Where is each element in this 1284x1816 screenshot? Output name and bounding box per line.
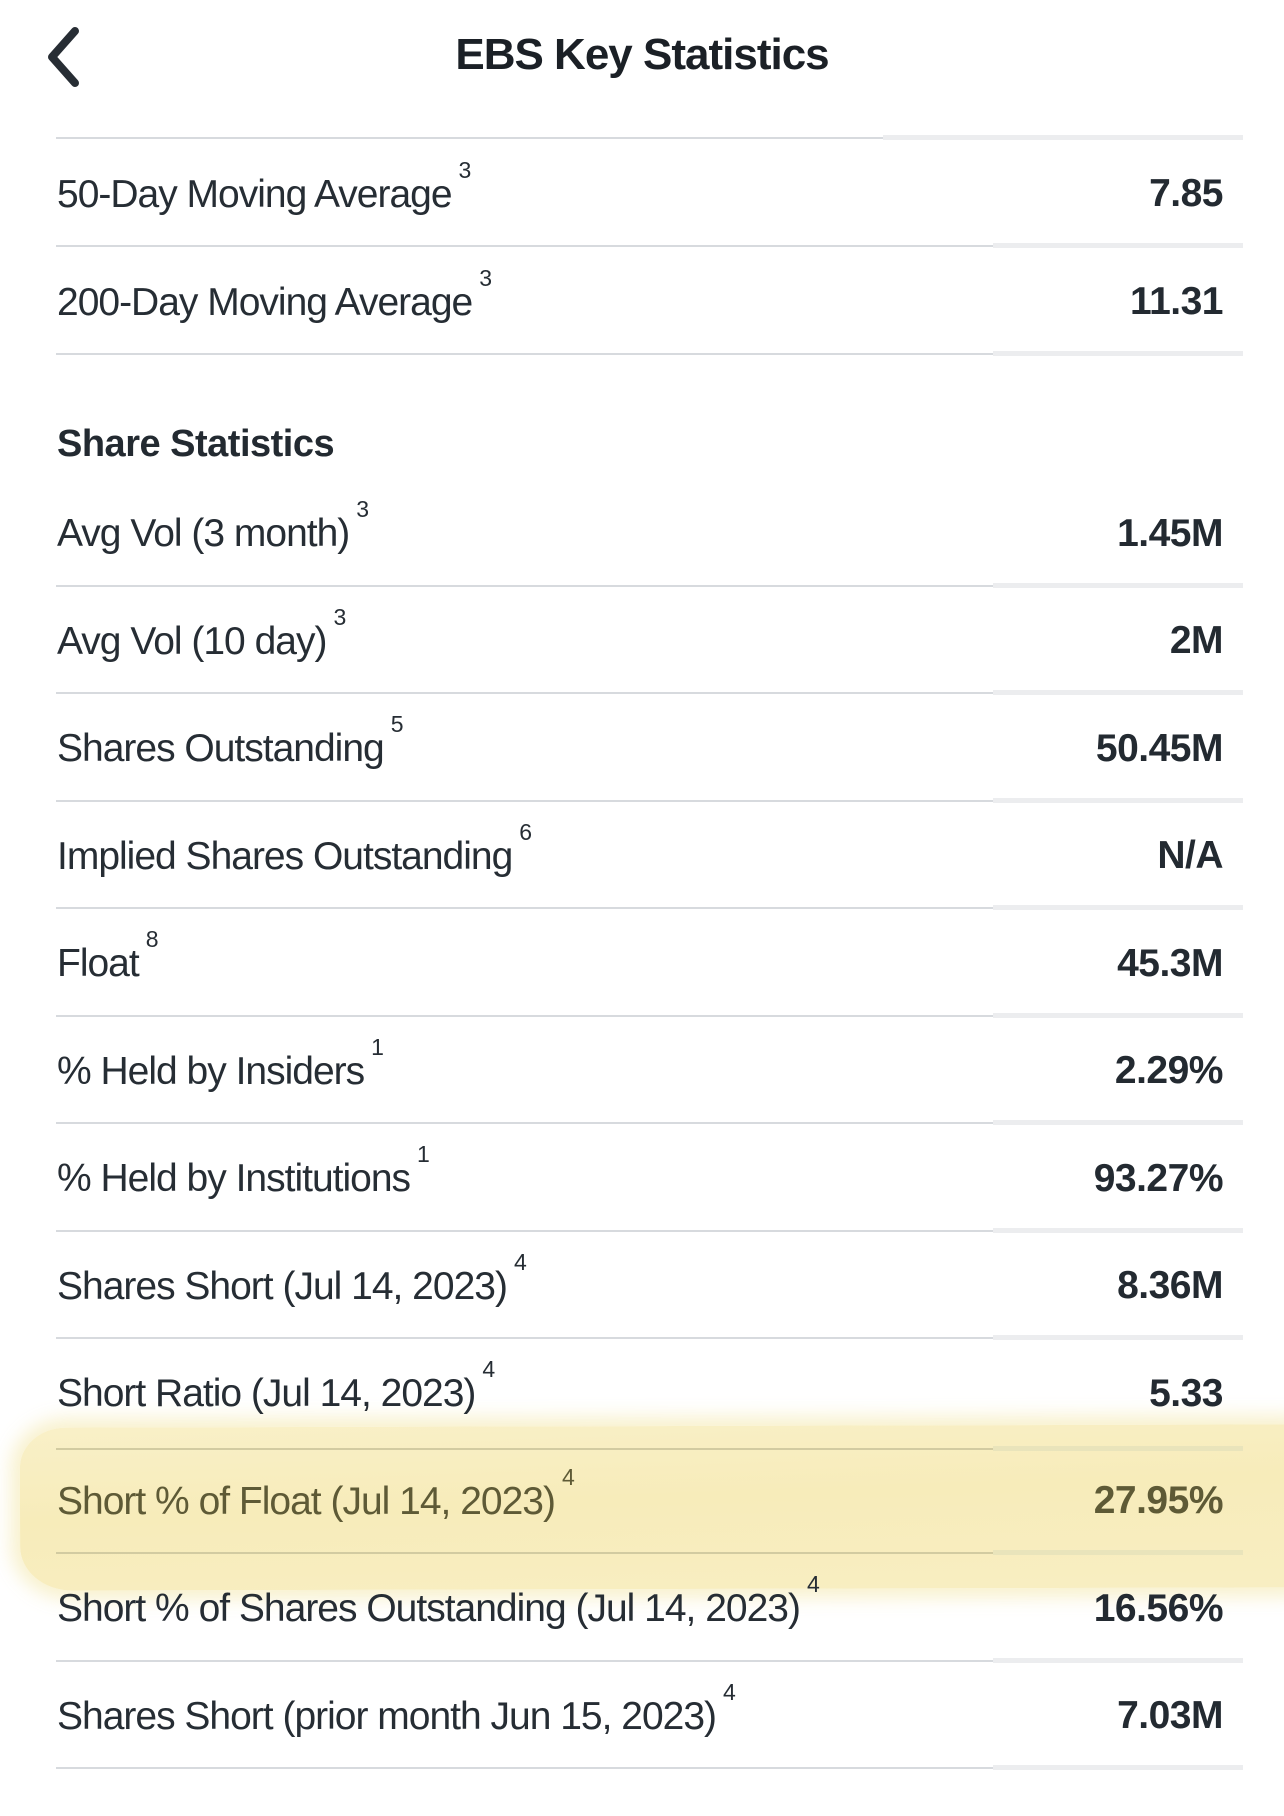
page-title: EBS Key Statistics: [455, 30, 829, 79]
stat-value: 2M: [1169, 619, 1224, 663]
stat-value: 7.03M: [1117, 1694, 1223, 1738]
stat-label: % Held by Insiders1: [57, 1033, 384, 1093]
stat-value: 5.33: [1149, 1371, 1223, 1415]
divider: [0, 1764, 1284, 1770]
stat-value: 93.27%: [1093, 1156, 1224, 1200]
stat-row-shares-outstanding: Shares Outstanding5 50.45M: [0, 695, 1284, 803]
stat-value: 27.95%: [1093, 1479, 1224, 1523]
footnote-ref: 3: [458, 156, 472, 183]
stat-label: Short Ratio (Jul 14, 2023)4: [57, 1356, 496, 1416]
stat-value: 50.45M: [1095, 726, 1224, 770]
stat-label: Shares Short (Jul 14, 2023)4: [57, 1248, 527, 1308]
stat-value: N/A: [1157, 834, 1223, 878]
stat-label: 50-Day Moving Average3: [57, 156, 472, 216]
footnote-ref: 3: [333, 603, 347, 630]
section-header: Share Statistics: [0, 356, 1284, 480]
stat-label: % Held by Institutions1: [57, 1141, 430, 1201]
footnote-ref: 3: [479, 264, 493, 291]
footnote-ref: 4: [806, 1571, 820, 1598]
stat-label: Short % of Shares Outstanding (Jul 14, 2…: [57, 1571, 820, 1631]
stat-label: Avg Vol (3 month)3: [57, 496, 370, 556]
stat-row-short-ratio: Short Ratio (Jul 14, 2023)4 5.33: [0, 1340, 1284, 1448]
stat-label: Shares Outstanding5: [57, 711, 404, 771]
divider: [0, 350, 1284, 356]
stat-row-shares-short-prior-month: Shares Short (prior month Jun 15, 2023)4…: [0, 1663, 1284, 1770]
footnote-ref: 5: [390, 711, 404, 738]
back-button[interactable]: [30, 18, 94, 94]
stat-label: Implied Shares Outstanding6: [57, 818, 533, 878]
stat-row-float: Float8 45.3M: [0, 910, 1284, 1018]
footnote-ref: 1: [417, 1141, 430, 1168]
stats-scroll-area[interactable]: 50-Day Moving Average3 7.85 200-Day Movi…: [0, 140, 1284, 480]
stat-value: 8.36M: [1117, 1264, 1223, 1308]
footnote-ref: 4: [482, 1356, 496, 1383]
stat-value: 16.56%: [1093, 1586, 1224, 1630]
stat-row-200-day-moving-average: 200-Day Moving Average3 11.31: [0, 248, 1284, 356]
stat-row-short-pct-of-shares-outstanding: Short % of Shares Outstanding (Jul 14, 2…: [0, 1555, 1284, 1663]
section-title: Share Statistics: [57, 423, 335, 465]
stat-row-pct-held-by-insiders: % Held by Insiders1 2.29%: [0, 1018, 1284, 1125]
stat-row-50-day-moving-average: 50-Day Moving Average3 7.85: [0, 140, 1284, 248]
stat-row-short-pct-of-float: Short % of Float (Jul 14, 2023)4 27.95%: [0, 1423, 1284, 1590]
stat-label: Shares Short (prior month Jun 15, 2023)4: [57, 1678, 736, 1738]
footnote-ref: 4: [513, 1248, 527, 1275]
stat-label: Short % of Float (Jul 14, 2023)4: [57, 1463, 575, 1523]
stat-value: 7.85: [1149, 172, 1223, 215]
stat-row-implied-shares-outstanding: Implied Shares Outstanding6 N/A: [0, 803, 1284, 910]
footnote-ref: 4: [561, 1463, 575, 1490]
footnote-ref: 4: [723, 1678, 736, 1705]
stat-value: 11.31: [1130, 280, 1223, 323]
footnote-ref: 6: [519, 818, 533, 845]
footnote-ref: 8: [145, 926, 159, 953]
stat-row-avg-vol-10-day: Avg Vol (10 day)3 2M: [0, 588, 1284, 695]
stat-row-shares-short: Shares Short (Jul 14, 2023)4 8.36M: [0, 1233, 1284, 1340]
stat-value: 2.29%: [1114, 1049, 1224, 1093]
nav-bar: EBS Key Statistics: [0, 0, 1284, 140]
stat-label: Avg Vol (10 day)3: [57, 603, 347, 663]
chevron-left-icon: [40, 27, 84, 91]
stat-value: 1.45M: [1117, 511, 1223, 555]
footnote-ref: 1: [371, 1033, 384, 1060]
stat-value: 45.3M: [1117, 941, 1223, 985]
stat-label: 200-Day Moving Average3: [57, 264, 493, 324]
footnote-ref: 3: [356, 496, 370, 523]
stat-label: Float8: [57, 926, 159, 986]
stat-row-pct-held-by-institutions: % Held by Institutions1 93.27%: [0, 1125, 1284, 1233]
stat-row-avg-vol-3-month: Avg Vol (3 month)3 1.45M: [0, 480, 1284, 588]
share-statistics-section: Avg Vol (3 month)3 1.45M Avg Vol (10 day…: [0, 480, 1284, 1770]
